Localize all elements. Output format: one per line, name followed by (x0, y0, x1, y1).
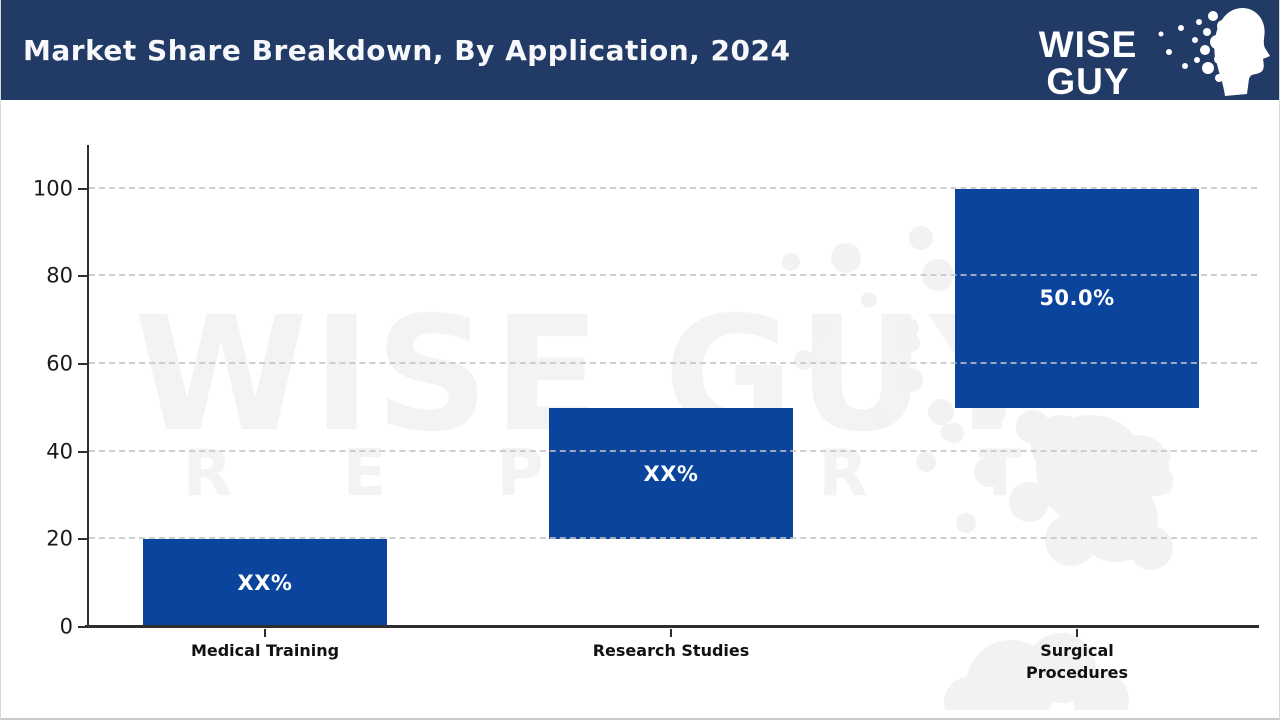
y-tickmark-0 (78, 626, 87, 628)
bar-research-studies: XX% (549, 407, 793, 540)
bar-value-label-1: XX% (643, 461, 699, 486)
x-tickmark-0 (264, 629, 266, 637)
y-tick-label-20: 20 (46, 526, 73, 551)
logo-wordmark: WISE GUY R E P O R T S (1013, 26, 1163, 133)
gridline-20 (89, 537, 1257, 540)
x-tick-label-1: Research Studies (592, 641, 750, 660)
y-axis-line (87, 145, 89, 627)
gridline-100 (89, 186, 1257, 189)
wiseguy-logo: WISE GUY R E P O R T S (1013, 4, 1273, 133)
y-tickmark-60 (78, 363, 87, 366)
logo-face-icon (1158, 8, 1270, 96)
header: Market Share Breakdown, By Application, … (1, 0, 1279, 133)
y-tickmark-100 (78, 187, 87, 190)
y-tick-label-80: 80 (46, 263, 73, 288)
x-tickmark-1 (670, 629, 672, 637)
watermark-face-dots-icon (782, 226, 1173, 710)
y-tick-label-40: 40 (46, 439, 73, 464)
y-tick-label-60: 60 (46, 351, 73, 376)
page-title: Market Share Breakdown, By Application, … (23, 33, 791, 67)
y-tick-label-100: 100 (32, 176, 73, 201)
gridline-60 (89, 362, 1257, 365)
logo-wordmark-line2: R E P O R T S (1024, 103, 1152, 133)
x-tickmark-2 (1076, 629, 1078, 637)
bar-value-label-0: XX% (237, 571, 293, 596)
bar-value-label-2: 50.0% (1039, 286, 1115, 311)
y-tickmark-20 (78, 538, 87, 541)
x-axis-line (85, 625, 1259, 628)
plot: 0 20 40 60 80 100 XX% XX% 50.0% Medical Training R… (33, 145, 1259, 682)
gridline-40 (89, 449, 1257, 452)
bar-medical-training: XX% (143, 539, 387, 627)
logo-wordmark-line1: WISE GUY (1038, 24, 1138, 102)
bar-surgical-procedures: 50.0% (955, 188, 1199, 408)
y-tickmark-80 (78, 275, 87, 278)
x-tick-label-2: Surgical Procedures (1025, 641, 1129, 682)
x-tick-label-0: Medical Training (190, 641, 340, 660)
y-tickmark-40 (78, 450, 87, 453)
y-tick-label-0: 0 (59, 614, 73, 639)
gridline-80 (89, 274, 1257, 277)
